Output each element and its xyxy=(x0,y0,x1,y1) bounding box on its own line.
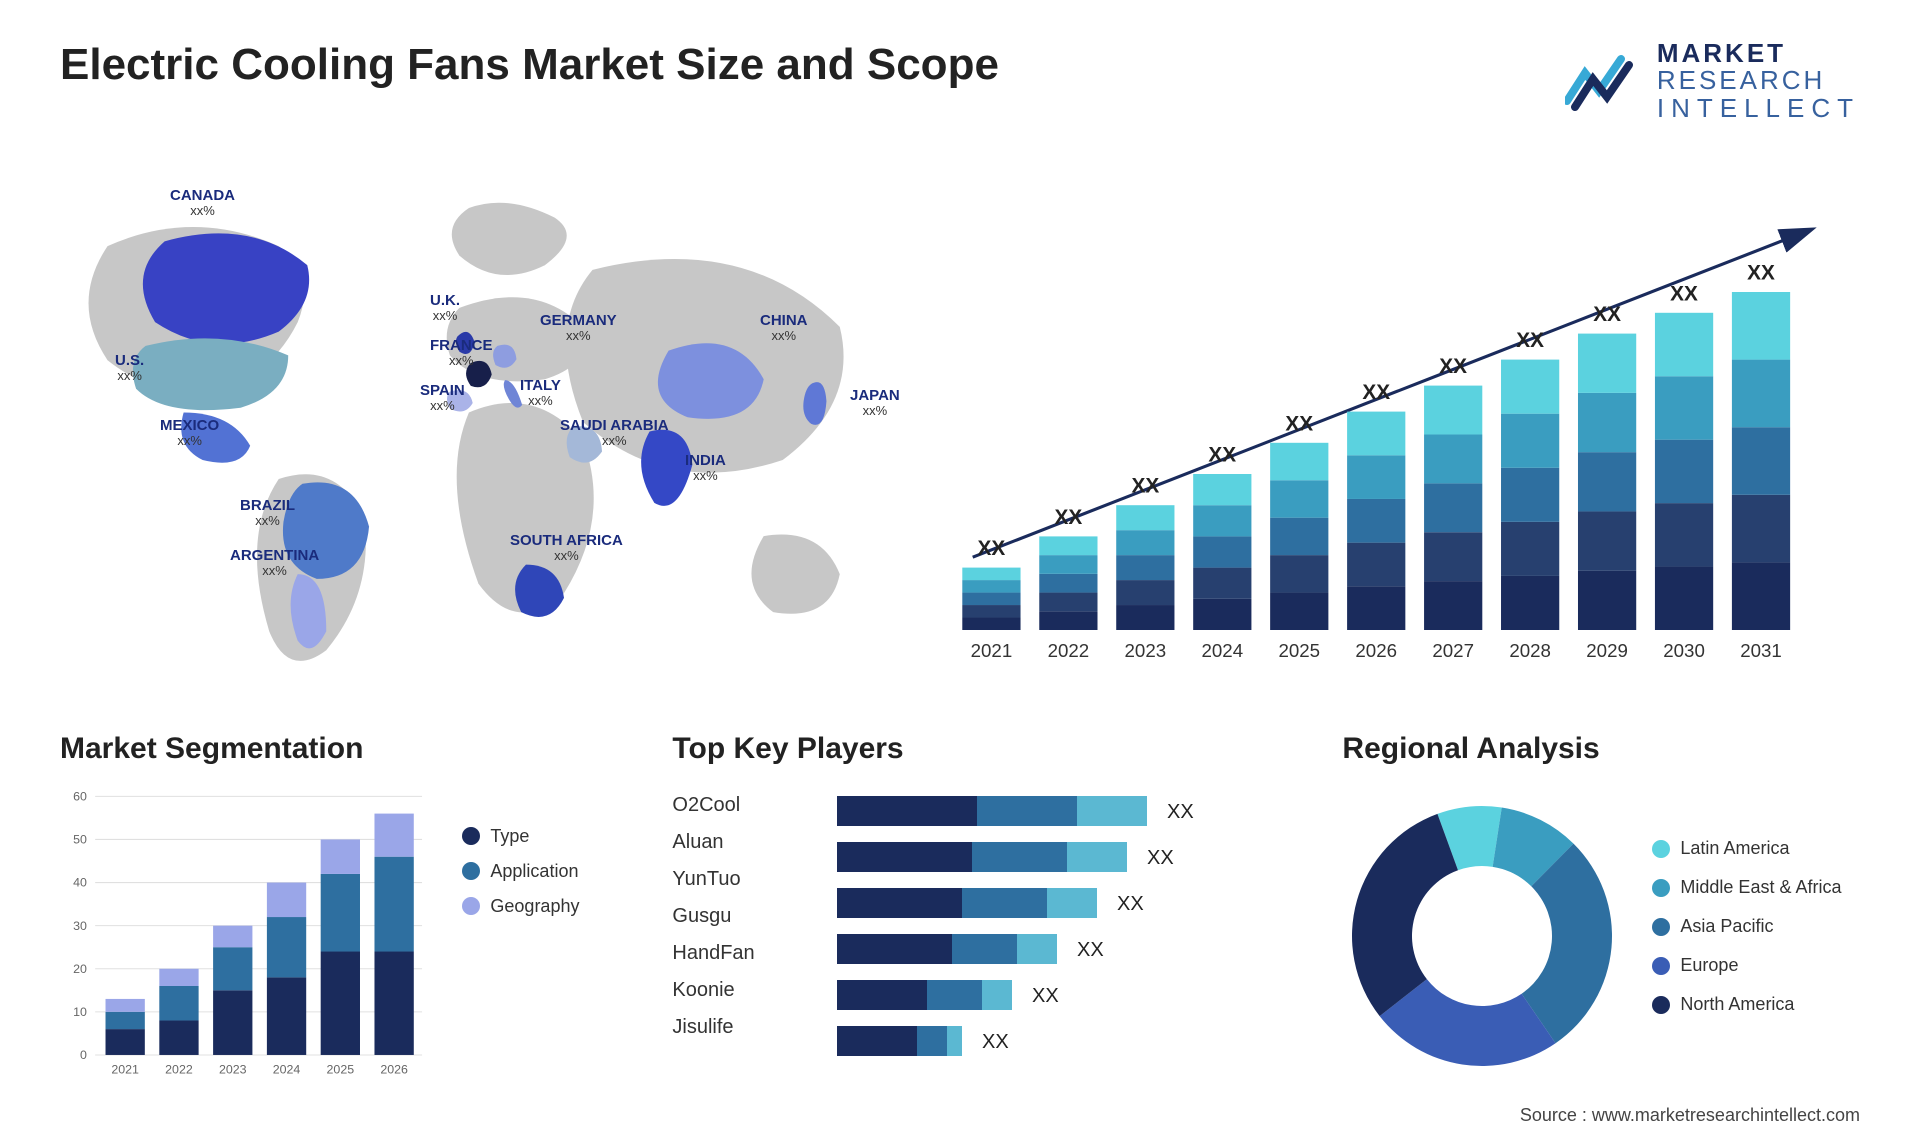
svg-text:2030: 2030 xyxy=(1663,640,1705,661)
regional-section: Regional Analysis Latin America Middle Ea… xyxy=(1342,732,1860,1112)
map-label-brazil: BRAZILxx% xyxy=(240,497,295,529)
brand-logo: MARKET RESEARCH INTELLECT xyxy=(1565,40,1860,122)
player-jisulife: Jisulife xyxy=(672,1016,792,1039)
logo-line1: MARKET xyxy=(1657,40,1860,67)
map-label-us: U.S.xx% xyxy=(115,352,144,384)
svg-text:2024: 2024 xyxy=(1201,640,1243,661)
logo-icon xyxy=(1565,51,1643,111)
segmentation-chart: 0 10 20 30 40 50 60 2021 2022 2023 2024 2025 2026 xyxy=(60,786,432,1086)
svg-text:XX: XX xyxy=(1593,303,1621,326)
svg-text:2022: 2022 xyxy=(1047,640,1089,661)
svg-text:XX: XX xyxy=(1747,261,1775,284)
svg-text:2024: 2024 xyxy=(273,1062,301,1076)
player-yuntuo: YunTuo xyxy=(672,868,792,891)
world-map: CANADAxx% U.S.xx% MEXICOxx% BRAZILxx% ARGENT… xyxy=(60,162,878,682)
player-handfan: HandFan xyxy=(672,942,792,965)
svg-text:2021: 2021 xyxy=(970,640,1012,661)
players-chart: XX XX XX XX XX XX xyxy=(822,786,1292,1086)
svg-text:50: 50 xyxy=(73,832,87,846)
players-section: Top Key Players O2Cool Aluan YunTuo Gusgu Ha… xyxy=(672,732,1292,1112)
svg-text:20: 20 xyxy=(73,962,87,976)
svg-text:2021: 2021 xyxy=(111,1062,139,1076)
svg-text:XX: XX xyxy=(982,1031,1009,1053)
svg-text:XX: XX xyxy=(1516,329,1544,352)
region-legend-middleeastafrica: Middle East & Africa xyxy=(1652,877,1860,898)
map-label-france: FRANCExx% xyxy=(430,337,493,369)
svg-text:XX: XX xyxy=(1054,506,1082,529)
players-title: Top Key Players xyxy=(672,732,1292,766)
svg-text:2028: 2028 xyxy=(1509,640,1551,661)
svg-text:10: 10 xyxy=(73,1005,87,1019)
player-o2cool: O2Cool xyxy=(672,794,792,817)
svg-text:2023: 2023 xyxy=(1124,640,1166,661)
region-legend-europe: Europe xyxy=(1652,955,1860,976)
map-label-spain: SPAINxx% xyxy=(420,382,465,414)
growth-trend-chart: XX 2021 XX 2022 XX 2023 XX 2024 XX 2025 XX 2026 XX 20… xyxy=(938,162,1860,682)
svg-text:2027: 2027 xyxy=(1432,640,1474,661)
map-label-uk: U.K.xx% xyxy=(430,292,460,324)
svg-text:XX: XX xyxy=(1117,893,1144,915)
svg-text:60: 60 xyxy=(73,789,87,803)
logo-line2: RESEARCH xyxy=(1657,67,1860,94)
seg-legend-application: Application xyxy=(462,861,622,882)
trend-svg: XX 2021 XX 2022 XX 2023 XX 2024 XX 2025 XX 2026 XX 20… xyxy=(938,162,1860,682)
map-label-germany: GERMANYxx% xyxy=(540,312,617,344)
player-koonie: Koonie xyxy=(672,979,792,1002)
region-legend-asiapacific: Asia Pacific xyxy=(1652,916,1860,937)
svg-text:2023: 2023 xyxy=(219,1062,247,1076)
regional-donut xyxy=(1342,796,1622,1076)
svg-text:XX: XX xyxy=(1147,847,1174,869)
svg-text:XX: XX xyxy=(1077,939,1104,961)
player-aluan: Aluan xyxy=(672,831,792,854)
seg-legend-geography: Geography xyxy=(462,896,622,917)
region-legend-latinamerica: Latin America xyxy=(1652,838,1860,859)
player-gusgu: Gusgu xyxy=(672,905,792,928)
page-title: Electric Cooling Fans Market Size and Sc… xyxy=(60,40,999,90)
map-label-southafrica: SOUTH AFRICAxx% xyxy=(510,532,623,564)
svg-text:2022: 2022 xyxy=(165,1062,193,1076)
regional-title: Regional Analysis xyxy=(1342,732,1860,766)
svg-text:XX: XX xyxy=(1285,412,1313,435)
svg-text:40: 40 xyxy=(73,876,87,890)
map-label-japan: JAPANxx% xyxy=(850,387,900,419)
svg-text:XX: XX xyxy=(1362,381,1390,404)
svg-text:XX: XX xyxy=(1670,282,1698,305)
segmentation-legend: Type Application Geography xyxy=(462,786,622,1086)
logo-line3: INTELLECT xyxy=(1657,95,1860,122)
region-legend-northamerica: North America xyxy=(1652,994,1860,1015)
svg-text:2031: 2031 xyxy=(1740,640,1782,661)
svg-text:2025: 2025 xyxy=(327,1062,355,1076)
svg-text:2025: 2025 xyxy=(1278,640,1320,661)
map-label-china: CHINAxx% xyxy=(760,312,808,344)
svg-text:XX: XX xyxy=(1032,985,1059,1007)
svg-text:0: 0 xyxy=(80,1048,87,1062)
map-label-canada: CANADAxx% xyxy=(170,187,235,219)
svg-text:XX: XX xyxy=(1131,475,1159,498)
svg-text:XX: XX xyxy=(1167,801,1194,823)
svg-text:2029: 2029 xyxy=(1586,640,1628,661)
map-label-saudiarabia: SAUDI ARABIAxx% xyxy=(560,417,669,449)
map-label-argentina: ARGENTINAxx% xyxy=(230,547,319,579)
map-label-italy: ITALYxx% xyxy=(520,377,561,409)
map-label-india: INDIAxx% xyxy=(685,452,726,484)
svg-text:XX: XX xyxy=(1208,443,1236,466)
svg-text:2026: 2026 xyxy=(1355,640,1397,661)
map-label-mexico: MEXICOxx% xyxy=(160,417,219,449)
seg-legend-type: Type xyxy=(462,826,622,847)
svg-text:XX: XX xyxy=(1439,355,1467,378)
svg-text:XX: XX xyxy=(977,537,1005,560)
players-list: O2Cool Aluan YunTuo Gusgu HandFan Koonie Jisul… xyxy=(672,786,792,1086)
svg-text:2026: 2026 xyxy=(380,1062,408,1076)
regional-legend: Latin America Middle East & Africa Asia Pa… xyxy=(1652,838,1860,1033)
segmentation-section: Market Segmentation 0 10 20 30 40 50 60 2021 202… xyxy=(60,732,622,1112)
source-credit: Source : www.marketresearchintellect.com xyxy=(1520,1105,1860,1126)
svg-text:30: 30 xyxy=(73,919,87,933)
segmentation-title: Market Segmentation xyxy=(60,732,622,766)
